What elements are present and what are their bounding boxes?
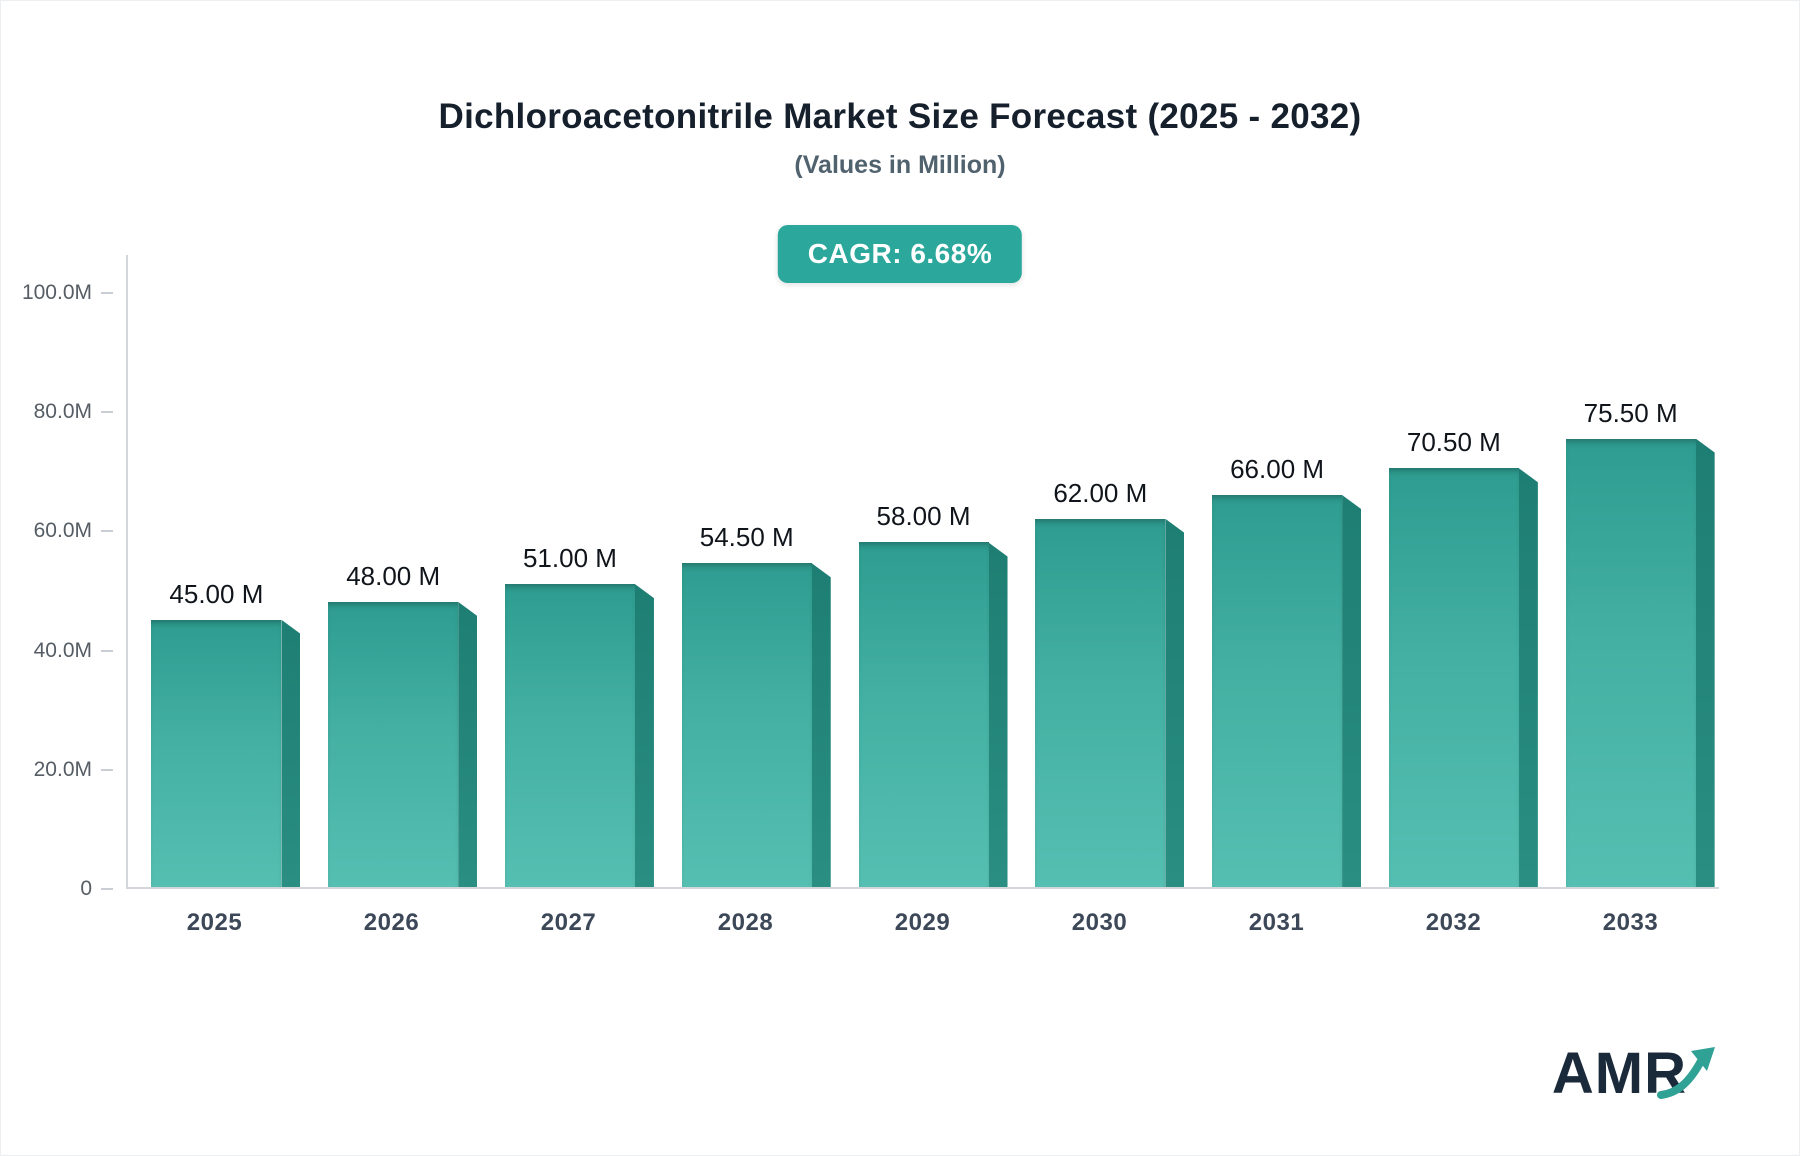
bar-cell: 75.50 M bbox=[1542, 293, 1719, 887]
bar-2033[interactable] bbox=[1565, 438, 1696, 887]
bar-value-label: 54.50 M bbox=[699, 522, 794, 553]
bar-cell: 48.00 M bbox=[305, 293, 482, 887]
cagr-badge: CAGR: 6.68% bbox=[777, 225, 1023, 283]
y-tick: 80.0M bbox=[34, 400, 113, 424]
x-axis-label-2030: 2030 bbox=[1071, 909, 1128, 936]
bar-group: 54.50 M bbox=[681, 293, 812, 887]
y-tick-label: 20.0M bbox=[33, 757, 92, 781]
x-axis-label-2027: 2027 bbox=[540, 909, 597, 936]
bar-2028[interactable] bbox=[681, 563, 812, 887]
bar-group: 48.00 M bbox=[328, 293, 459, 887]
logo-arrow-icon bbox=[1657, 1047, 1715, 1099]
x-axis-label-2028: 2028 bbox=[717, 909, 774, 936]
y-tick-label: 40.0M bbox=[33, 638, 92, 662]
bar-cell: 54.50 M bbox=[658, 293, 835, 887]
bar-2029[interactable] bbox=[858, 542, 989, 887]
bar-2026[interactable] bbox=[328, 601, 459, 887]
y-tick: 20.0M bbox=[34, 758, 113, 782]
x-axis-label-2033: 2033 bbox=[1602, 909, 1659, 936]
y-tick-mark bbox=[101, 768, 113, 771]
y-tick-mark bbox=[101, 888, 113, 890]
bar-group: 58.00 M bbox=[858, 293, 989, 887]
bar-2032[interactable] bbox=[1388, 468, 1519, 887]
plot-area: 45.00 M 48.00 M 51.00 M 54.50 M 58.00 M 62.00… bbox=[126, 255, 1719, 889]
y-tick-mark bbox=[101, 411, 113, 414]
bar-cell: 45.00 M bbox=[128, 293, 305, 887]
bar-group: 70.50 M bbox=[1388, 293, 1519, 887]
y-axis: 0 20.0M 40.0M 60.0M 80.0M 100.0M bbox=[1, 281, 113, 900]
bar-group: 75.50 M bbox=[1565, 293, 1696, 887]
bar-value-label: 48.00 M bbox=[346, 560, 441, 591]
y-tick-label: 60.0M bbox=[33, 519, 92, 543]
y-tick: 100.0M bbox=[22, 281, 113, 305]
y-tick-label: 100.0M bbox=[21, 281, 92, 304]
x-axis-label-2026: 2026 bbox=[363, 909, 420, 936]
bar-value-label: 66.00 M bbox=[1230, 453, 1325, 484]
bar-2031[interactable] bbox=[1212, 494, 1343, 887]
x-axis-label-2031: 2031 bbox=[1248, 909, 1305, 936]
bar-2027[interactable] bbox=[504, 584, 635, 887]
bar-value-label: 51.00 M bbox=[522, 543, 617, 574]
bar-cell: 51.00 M bbox=[482, 293, 659, 887]
bar-2030[interactable] bbox=[1035, 518, 1166, 887]
y-tick-label: 0 bbox=[80, 877, 92, 900]
y-tick-mark bbox=[101, 292, 113, 294]
y-tick: 60.0M bbox=[34, 519, 113, 543]
x-axis-labels: 2025 2026 2027 2028 2029 2030 2031 2032 2033 bbox=[126, 909, 1719, 937]
amr-logo: AMR bbox=[1552, 1045, 1721, 1103]
y-tick-label: 80.0M bbox=[33, 400, 92, 424]
bar-value-label: 70.50 M bbox=[1406, 427, 1501, 458]
bar-group: 66.00 M bbox=[1212, 293, 1343, 887]
y-tick: 0 bbox=[80, 877, 113, 901]
bar-group: 62.00 M bbox=[1035, 293, 1166, 887]
x-axis-label-2029: 2029 bbox=[894, 909, 951, 936]
bar-cell: 66.00 M bbox=[1189, 293, 1366, 887]
x-axis-label-2025: 2025 bbox=[186, 909, 243, 936]
bar-cell: 58.00 M bbox=[835, 293, 1012, 887]
bar-value-label: 58.00 M bbox=[876, 501, 971, 532]
bar-group: 45.00 M bbox=[151, 293, 282, 887]
bar-value-label: 45.00 M bbox=[169, 578, 264, 609]
bar-2025[interactable] bbox=[151, 619, 282, 887]
bar-value-label: 62.00 M bbox=[1053, 477, 1148, 508]
x-axis-label-2032: 2032 bbox=[1425, 909, 1482, 936]
bar-cell: 62.00 M bbox=[1012, 293, 1189, 887]
bar-cell: 70.50 M bbox=[1365, 293, 1542, 887]
y-tick-mark bbox=[101, 530, 113, 533]
y-tick: 40.0M bbox=[34, 639, 113, 663]
chart-title: Dichloroacetonitrile Market Size Forecas… bbox=[438, 97, 1362, 136]
chart-subtitle: (Values in Million) bbox=[794, 151, 1006, 179]
y-tick-mark bbox=[101, 649, 113, 652]
bar-value-label: 75.50 M bbox=[1583, 397, 1678, 428]
bar-group: 51.00 M bbox=[504, 293, 635, 887]
bars-row: 45.00 M 48.00 M 51.00 M 54.50 M 58.00 M 62.00… bbox=[128, 293, 1719, 887]
